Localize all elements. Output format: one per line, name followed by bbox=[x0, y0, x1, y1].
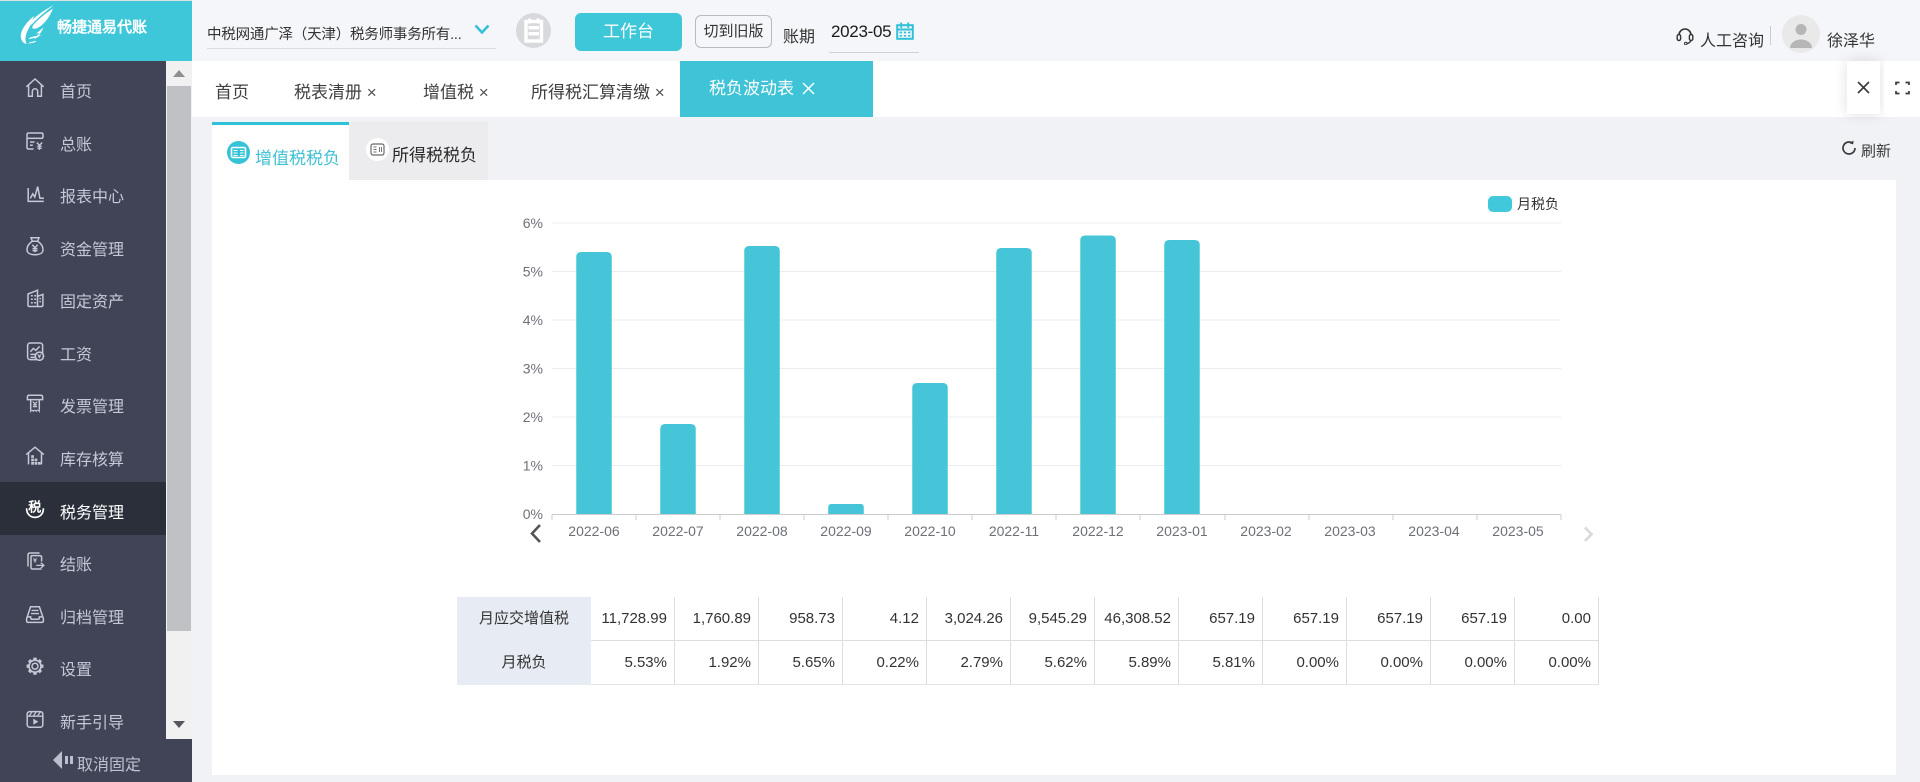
svg-text:4%: 4% bbox=[523, 312, 543, 328]
svg-text:2022-10: 2022-10 bbox=[904, 523, 956, 539]
svg-text:2023-05: 2023-05 bbox=[1492, 523, 1544, 539]
svg-text:2022-07: 2022-07 bbox=[652, 523, 704, 539]
svg-text:税: 税 bbox=[28, 499, 41, 514]
svg-text:2023-01: 2023-01 bbox=[1156, 523, 1208, 539]
svg-text:2023-04: 2023-04 bbox=[1408, 523, 1460, 539]
svg-text:2022-11: 2022-11 bbox=[989, 523, 1040, 539]
svg-text:2023-03: 2023-03 bbox=[1324, 523, 1376, 539]
svg-text:2022-12: 2022-12 bbox=[1072, 523, 1124, 539]
svg-text:2022-06: 2022-06 bbox=[568, 523, 620, 539]
svg-text:月税负: 月税负 bbox=[1517, 196, 1559, 212]
svg-text:0%: 0% bbox=[523, 506, 543, 522]
svg-text:6%: 6% bbox=[523, 215, 543, 231]
svg-text:2022-09: 2022-09 bbox=[820, 523, 872, 539]
svg-text:3%: 3% bbox=[523, 361, 543, 377]
svg-text:5%: 5% bbox=[523, 264, 543, 280]
svg-text:1%: 1% bbox=[523, 458, 543, 474]
svg-text:2023-02: 2023-02 bbox=[1240, 523, 1292, 539]
svg-text:2022-08: 2022-08 bbox=[736, 523, 788, 539]
svg-text:2%: 2% bbox=[523, 409, 543, 425]
